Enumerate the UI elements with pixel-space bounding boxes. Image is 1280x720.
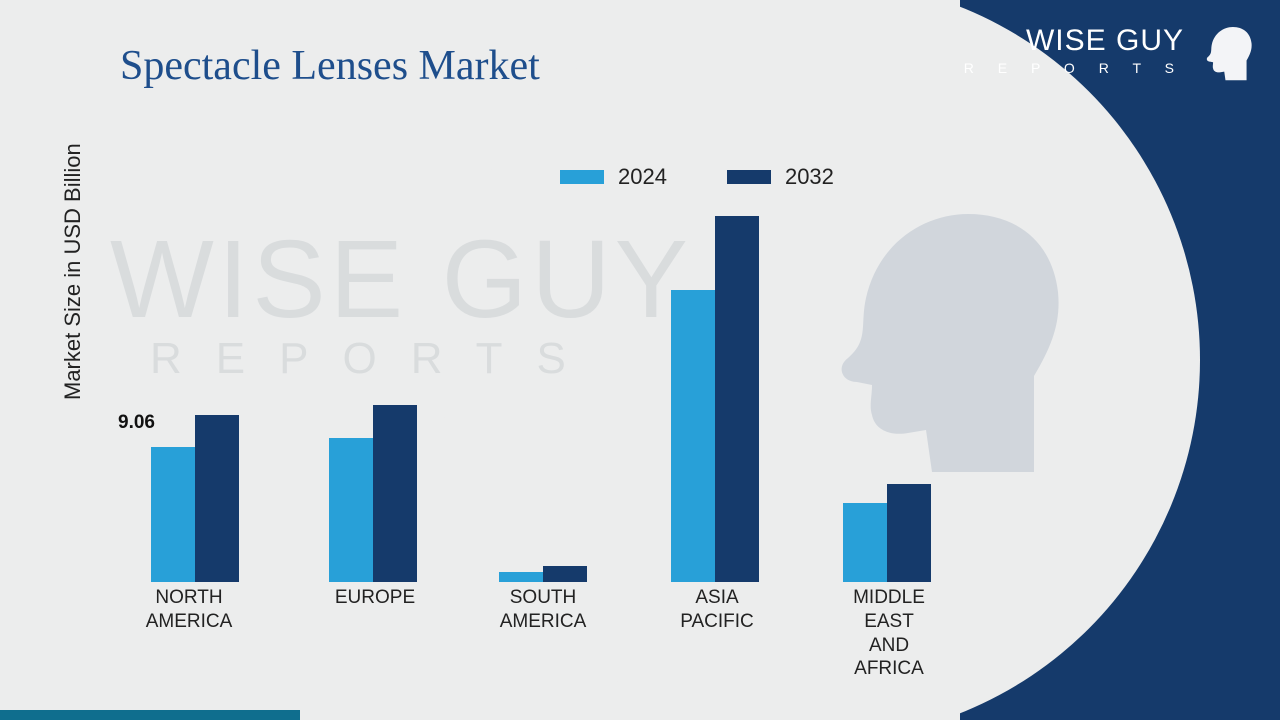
bar-series2 — [543, 566, 587, 582]
legend-item-2024: 2024 — [560, 164, 667, 190]
legend: 2024 2032 — [560, 164, 834, 190]
accent-bar — [0, 710, 300, 720]
bar-series2 — [195, 415, 239, 582]
bar-series1 — [499, 572, 543, 582]
x-tick-label: NORTHAMERICA — [114, 586, 264, 634]
legend-item-2032: 2032 — [727, 164, 834, 190]
bar-series1 — [843, 503, 887, 582]
bar-series1 — [671, 290, 715, 582]
bar-group — [478, 566, 608, 582]
chart-plot-area — [120, 210, 980, 582]
brand-logo: WISE GUY R E P O R T S — [964, 26, 1184, 76]
x-tick-label: SOUTHAMERICA — [468, 586, 618, 634]
bar-group — [822, 484, 952, 582]
x-tick-label: MIDDLEEASTANDAFRICA — [814, 586, 964, 681]
logo-head-icon — [1192, 22, 1254, 84]
chart-title: Spectacle Lenses Market — [120, 42, 540, 90]
y-axis-label: Market Size in USD Billion — [60, 143, 86, 400]
bar-group — [308, 405, 438, 582]
legend-swatch-2024 — [560, 170, 604, 184]
bar-group — [650, 216, 780, 582]
bar-series2 — [373, 405, 417, 582]
x-tick-label: EUROPE — [300, 586, 450, 610]
legend-swatch-2032 — [727, 170, 771, 184]
legend-label-2024: 2024 — [618, 164, 667, 190]
x-tick-label: ASIAPACIFIC — [642, 586, 792, 634]
bar-series1 — [329, 438, 373, 582]
bar-series2 — [715, 216, 759, 582]
bar-series1 — [151, 447, 195, 582]
legend-label-2032: 2032 — [785, 164, 834, 190]
logo-sub-text: R E P O R T S — [964, 60, 1184, 76]
page-root: Spectacle Lenses Market WISE GUY REPORTS… — [0, 0, 1280, 720]
bar-group — [130, 415, 260, 582]
bar-value-label: 9.06 — [118, 412, 155, 434]
logo-main-text: WISE GUY — [964, 26, 1184, 56]
bar-series2 — [887, 484, 931, 582]
